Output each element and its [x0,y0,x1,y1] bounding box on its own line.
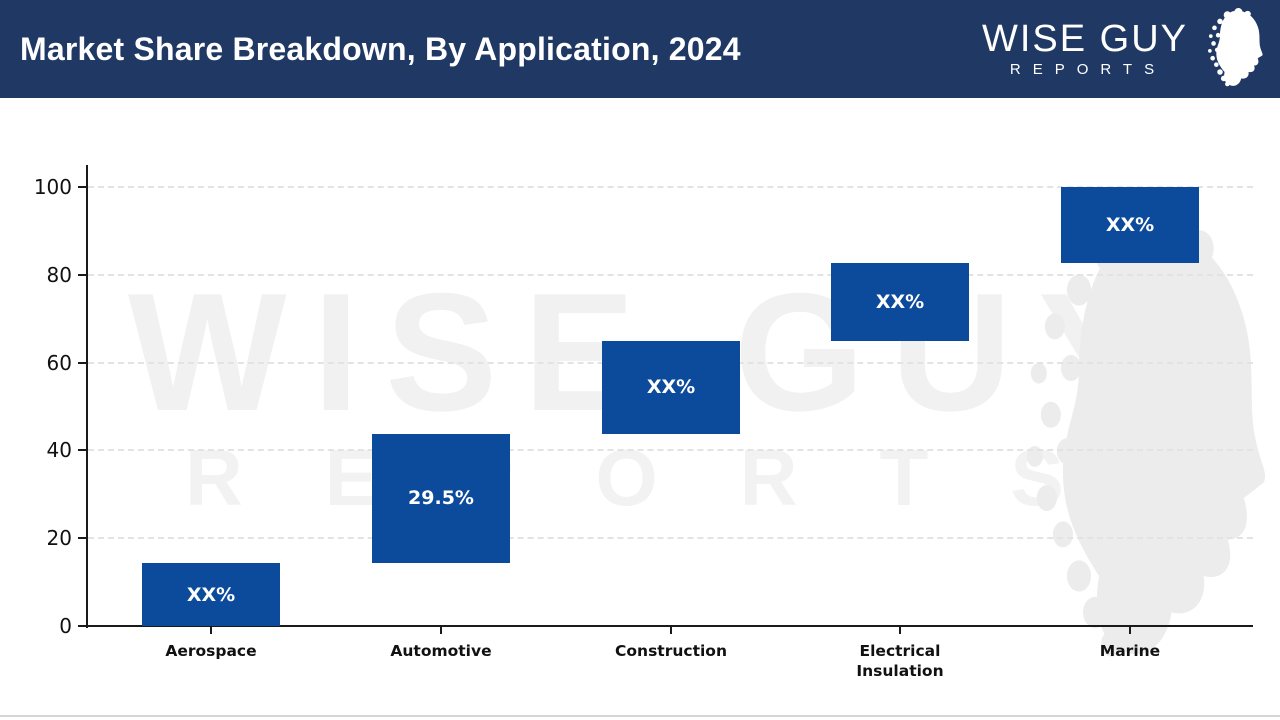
gridline-20 [88,537,1253,540]
bar-value-label: 29.5% [408,487,474,510]
footer-divider [0,715,1280,717]
x-category-label: Construction [615,642,727,660]
y-tick-mark-80 [78,273,86,276]
y-tick-label-60: 60 [46,350,72,375]
bar-construction: XX% [602,341,740,434]
y-tick-label-20: 20 [46,526,72,551]
y-tick-mark-0 [78,625,86,627]
bar-electrical-insulation: XX% [831,262,969,342]
x-tick-mark-4 [899,627,901,634]
x-category-label: Automotive [390,642,492,660]
bar-aerospace: XX% [142,563,280,626]
y-tick-label-80: 80 [46,262,72,287]
logo-line-reports: REPORTS [1009,61,1167,78]
bar-value-label: XX% [186,583,236,606]
bar-value-label: XX% [646,376,696,399]
page-title: Market Share Breakdown, By Application, … [20,30,741,67]
logo-line-wise-guy: WISE GUY [981,18,1188,60]
y-tick-mark-60 [78,361,86,364]
x-tick-mark-2 [440,627,442,634]
bar-value-label: XX% [1105,213,1155,236]
x-category-label: Aerospace [165,642,257,660]
bar-automotive: 29.5% [372,433,510,564]
y-tick-label-100: 100 [33,175,72,199]
y-tick-label-0: 0 [59,614,72,638]
bar-marine: XX% [1061,187,1199,263]
gridline-100 [88,186,1253,188]
x-tick-mark-5 [1129,627,1131,634]
y-axis-spine [86,165,88,628]
x-category-label: Marine [1099,642,1161,660]
header-band: Market Share Breakdown, By Application, … [0,0,1280,98]
y-tick-mark-20 [78,537,86,540]
x-tick-mark-3 [670,627,672,634]
wiseguy-logo: WISE GUY REPORTS [982,6,1266,92]
x-category-label: Electrical Insulation [856,642,944,681]
gridline-40 [88,449,1253,452]
x-axis-spine [86,625,1253,627]
gridline-80 [88,273,1253,276]
logo-wordmark: WISE GUY REPORTS [982,20,1188,78]
x-tick-mark-1 [210,627,212,634]
y-tick-mark-100 [78,186,86,188]
y-tick-label-40: 40 [46,438,72,463]
y-tick-mark-40 [78,449,86,452]
bar-value-label: XX% [875,291,925,313]
